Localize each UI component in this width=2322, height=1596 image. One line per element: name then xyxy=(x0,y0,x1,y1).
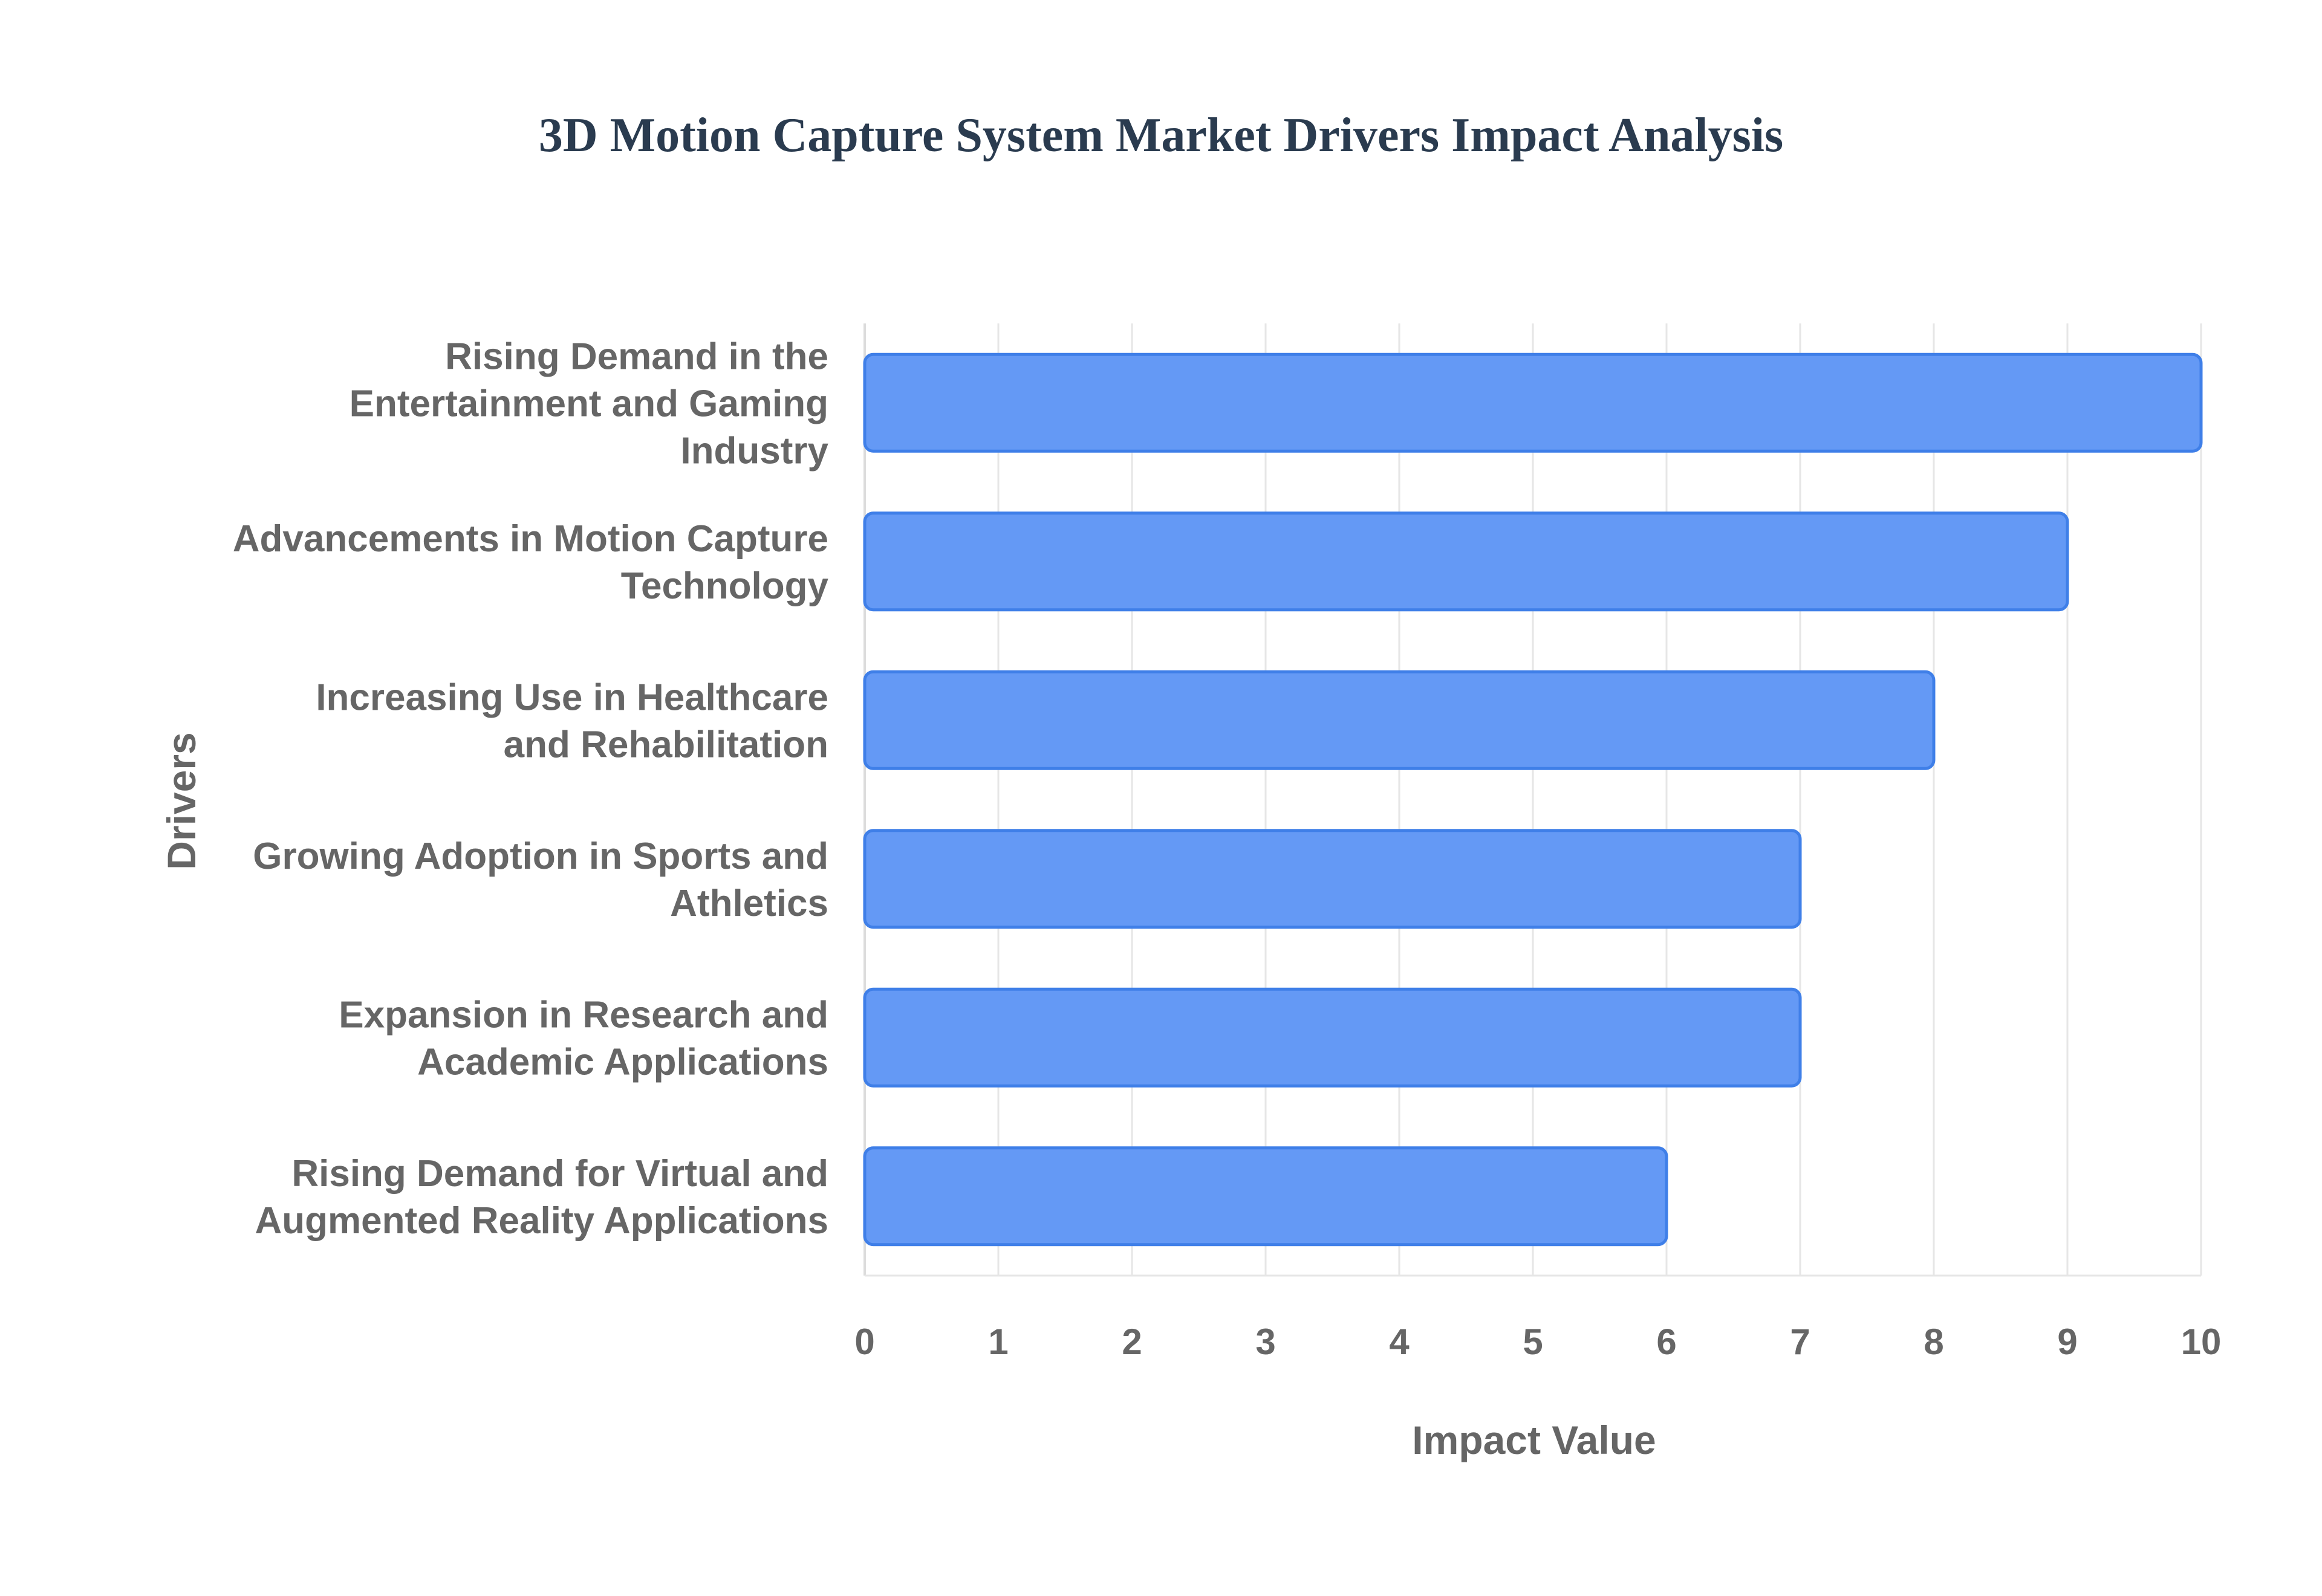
x-tick-label: 8 xyxy=(1924,1322,1943,1362)
x-tick-label: 3 xyxy=(1255,1322,1275,1362)
y-tick-label: Growing Adoption in Sports and Athletics xyxy=(253,835,828,924)
x-tick-label: 7 xyxy=(1790,1322,1810,1362)
y-tick-label: Rising Demand for Virtual and Augmented R… xyxy=(255,1153,829,1242)
x-tick-label: 9 xyxy=(2057,1322,2077,1362)
bar xyxy=(863,670,1936,770)
x-tick-label: 5 xyxy=(1523,1322,1543,1362)
x-tick-label: 1 xyxy=(988,1322,1008,1362)
y-axis-title: Drivers xyxy=(159,732,204,870)
bar xyxy=(863,511,2069,612)
y-tick-labels: Rising Demand in the Entertainment and Ga… xyxy=(233,336,829,1242)
gridlines xyxy=(863,323,2202,1277)
x-tick-label: 0 xyxy=(854,1322,874,1362)
y-tick-label: Advancements in Motion Capture Technology xyxy=(233,518,829,607)
x-tick-label: 10 xyxy=(2181,1322,2222,1362)
x-tick-label: 2 xyxy=(1122,1322,1142,1362)
x-axis-title: Impact Value xyxy=(1412,1418,1656,1462)
bar xyxy=(863,1146,1668,1247)
x-tick-labels: 0 1 2 3 4 5 6 7 8 9 10 xyxy=(854,1322,2221,1362)
bar xyxy=(863,829,1802,929)
bar xyxy=(863,352,2203,453)
y-tick-label: Rising Demand in the Entertainment and Ga… xyxy=(350,336,829,472)
y-tick-label: Expansion in Research and Academic Applic… xyxy=(339,994,828,1083)
x-tick-label: 6 xyxy=(1656,1322,1676,1362)
bars xyxy=(863,352,2203,1247)
bar xyxy=(863,987,1802,1088)
x-tick-label: 4 xyxy=(1389,1322,1410,1362)
y-tick-label: Increasing Use in Healthcare and Rehabili… xyxy=(316,676,828,765)
chart-title: 3D Motion Capture System Market Drivers … xyxy=(539,109,1783,162)
